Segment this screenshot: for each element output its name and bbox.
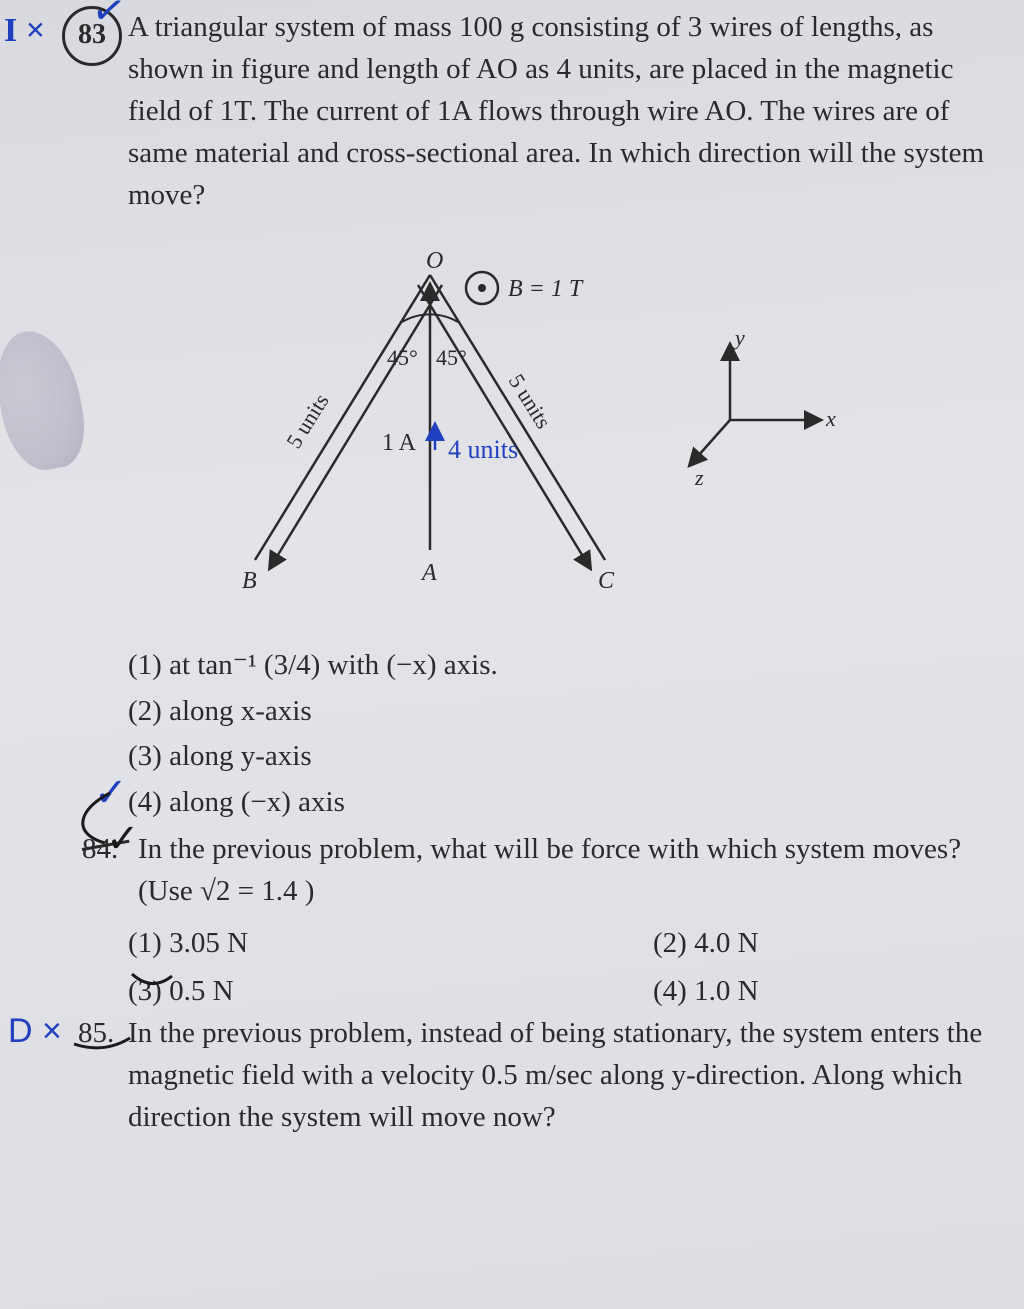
svg-text:B: B (242, 568, 257, 594)
q83-options: (1) at tan⁻¹ (3/4) with (−x) axis. (2) a… (128, 642, 998, 826)
q84-text: In the previous problem, what will be fo… (138, 828, 998, 912)
svg-text:45°: 45° (436, 345, 467, 370)
q83-diagram: O B = 1 T 45° 45° 5 units 5 units 1 A 4 … (190, 250, 890, 630)
svg-text:B = 1 T: B = 1 T (508, 276, 584, 302)
q83-tick: ✓ (88, 0, 129, 37)
q83-text: A triangular system of mass 100 g consis… (128, 6, 998, 216)
svg-text:z: z (694, 465, 704, 490)
svg-text:A: A (420, 560, 437, 586)
svg-text:1 A: 1 A (382, 430, 417, 456)
q84-option-2: (2) 4.0 N (653, 922, 998, 966)
q83-option-4: (4) along (−x) axis (128, 781, 998, 825)
svg-text:5 units: 5 units (504, 369, 557, 433)
svg-text:O: O (426, 250, 443, 274)
q83-option-1: (1) at tan⁻¹ (3/4) with (−x) axis. (128, 644, 998, 688)
svg-text:y: y (733, 325, 745, 350)
q85-dx-annotation: D × (8, 1012, 62, 1051)
svg-text:4 units: 4 units (448, 435, 518, 464)
svg-text:C: C (598, 568, 615, 594)
handwritten-ix-annotation: I × (4, 12, 45, 50)
q84-option-4: (4) 1.0 N (653, 970, 998, 1014)
q84-option-1: (1) 3.05 N (128, 922, 473, 966)
q83-option-2: (2) along x-axis (128, 690, 998, 734)
page: I × 83 ✓ A triangular system of mass 100… (0, 0, 1024, 1309)
svg-text:45°: 45° (387, 345, 418, 370)
q85-text: In the previous problem, instead of bein… (128, 1012, 998, 1138)
q84-number-tick: ✓ (106, 816, 140, 862)
q83-diagram-svg: O B = 1 T 45° 45° 5 units 5 units 1 A 4 … (190, 250, 890, 630)
q84-opt3-strike-icon (124, 964, 184, 1004)
svg-text:x: x (825, 406, 836, 431)
photo-thumb-shadow (0, 324, 92, 476)
q84-options: (1) 3.05 N (2) 4.0 N (3) 0.5 N (4) 1.0 N (128, 920, 998, 1015)
q83-option-3: (3) along y-axis (128, 735, 998, 779)
